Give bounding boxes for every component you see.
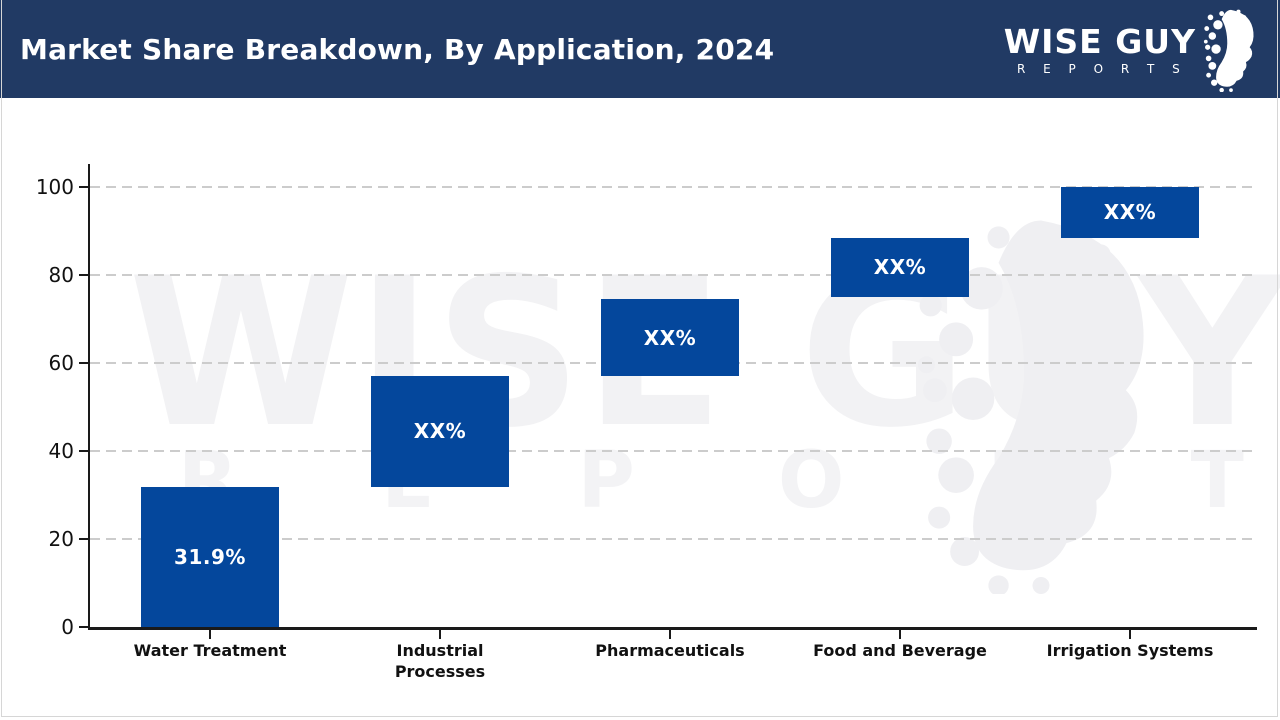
- brand-dotted-head-icon: [1200, 8, 1262, 92]
- brand-subtitle: R E P O R T S: [1016, 61, 1187, 76]
- x-category-label-4: Food and Beverage: [813, 641, 987, 660]
- brand-logo: WISE GUY R E P O R T S: [1004, 6, 1262, 94]
- y-tick-label-0: 0: [61, 615, 74, 639]
- y-tick-100: [79, 186, 88, 188]
- gridline-80: [90, 274, 1257, 276]
- y-tick-80: [79, 274, 88, 276]
- x-category-label-1: Water Treatment: [133, 641, 287, 660]
- gridline-40: [90, 450, 1257, 452]
- bar-4: XX%: [831, 237, 969, 297]
- y-tick-label-40: 40: [48, 439, 74, 463]
- bar-value-label: XX%: [873, 255, 927, 280]
- y-tick-label-60: 60: [48, 351, 74, 375]
- header-bar: Market Share Breakdown, By Application, …: [0, 0, 1280, 98]
- bar-1: 31.9%: [141, 486, 279, 627]
- gridline-20: [90, 538, 1257, 540]
- y-tick-20: [79, 538, 88, 540]
- y-tick-label-80: 80: [48, 263, 74, 287]
- y-tick-label-100: 100: [35, 175, 74, 199]
- y-axis: [88, 164, 90, 630]
- bar-3: XX%: [601, 299, 739, 377]
- y-tick-label-20: 20: [48, 527, 74, 551]
- brand-logo-text: WISE GUY R E P O R T S: [1004, 25, 1196, 76]
- x-category-label-5: Irrigation Systems: [1046, 641, 1214, 660]
- y-tick-60: [79, 362, 88, 364]
- x-category-label-2: Industrial Processes: [394, 641, 486, 681]
- x-tick-5: [1129, 630, 1131, 639]
- x-tick-1: [209, 630, 211, 639]
- bar-2: XX%: [371, 376, 509, 487]
- bar-value-label: XX%: [1103, 200, 1157, 225]
- y-tick-40: [79, 450, 88, 452]
- x-category-label-3: Pharmaceuticals: [595, 641, 745, 660]
- bar-5: XX%: [1061, 187, 1199, 238]
- gridline-100: [90, 186, 1257, 188]
- bar-value-label: XX%: [643, 325, 697, 350]
- x-tick-4: [899, 630, 901, 639]
- x-axis: [88, 627, 1257, 630]
- brand-name: WISE GUY: [1003, 21, 1196, 61]
- y-tick-0: [79, 626, 88, 628]
- bar-value-label: XX%: [413, 419, 467, 444]
- page-title: Market Share Breakdown, By Application, …: [20, 32, 775, 66]
- x-tick-2: [439, 630, 441, 639]
- x-tick-3: [669, 630, 671, 639]
- bar-value-label: 31.9%: [174, 544, 246, 569]
